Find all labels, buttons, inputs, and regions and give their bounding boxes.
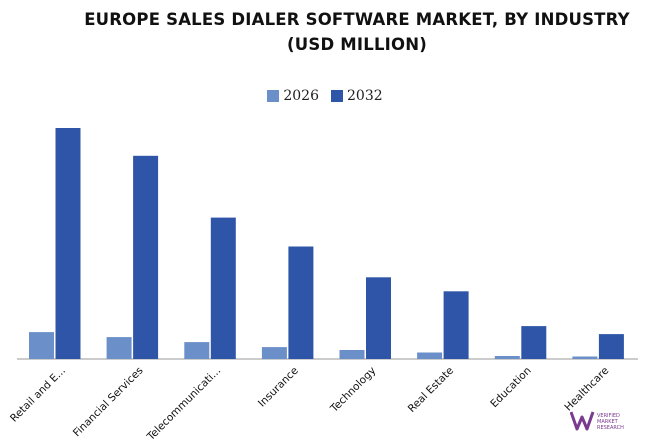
bar-2032-0[interactable]	[55, 128, 81, 359]
legend-item-2026[interactable]: 2026	[267, 88, 319, 104]
x-tick-label-5: Real Estate	[406, 365, 456, 415]
svg-text:MARKET: MARKET	[597, 419, 619, 425]
x-tick-label-1: Financial Services	[71, 365, 146, 440]
x-tick-label-4: Technology	[328, 365, 379, 416]
legend-label-2026: 2026	[283, 88, 319, 104]
x-tick-label-7: Healthcare	[562, 365, 611, 414]
bar-2026-5[interactable]	[417, 352, 443, 360]
brand-logo: VERIFIED MARKET RESEARCH	[570, 409, 636, 433]
bar-2032-7[interactable]	[598, 334, 624, 359]
legend-swatch-2032	[331, 90, 343, 102]
x-tick-label-6: Education	[488, 365, 533, 410]
x-tick-label-2: Telecommunicati...	[144, 365, 223, 441]
bar-2032-4[interactable]	[366, 277, 391, 359]
brand-logo-icon: VERIFIED MARKET RESEARCH	[570, 411, 624, 431]
chart-subtitle: (USD MILLION)	[287, 35, 427, 54]
bar-2032-3[interactable]	[288, 246, 314, 360]
svg-text:VERIFIED: VERIFIED	[597, 413, 620, 419]
legend-item-2032[interactable]: 2032	[331, 88, 383, 104]
legend-swatch-2026	[267, 90, 280, 102]
x-tick-label-3: Insurance	[256, 365, 301, 410]
bar-2026-3[interactable]	[261, 347, 287, 360]
svg-text:RESEARCH: RESEARCH	[597, 425, 624, 431]
bar-2026-7[interactable]	[572, 356, 598, 360]
bar-2026-6[interactable]	[494, 356, 520, 359]
bar-2026-1[interactable]	[106, 337, 132, 359]
bar-2032-1[interactable]	[133, 155, 159, 359]
legend: 2026 2032	[0, 88, 650, 104]
bar-2032-5[interactable]	[443, 291, 469, 359]
chart-title: EUROPE SALES DIALER SOFTWARE MARKET, BY …	[84, 10, 630, 29]
legend-label-2032: 2032	[347, 88, 383, 104]
bar-2026-0[interactable]	[29, 332, 54, 359]
bar-2026-2[interactable]	[184, 342, 210, 359]
x-tick-label-0: Retail and E...	[8, 365, 68, 425]
bar-2032-2[interactable]	[210, 217, 236, 359]
bar-2032-6[interactable]	[521, 326, 547, 359]
bar-2026-4[interactable]	[339, 350, 365, 359]
